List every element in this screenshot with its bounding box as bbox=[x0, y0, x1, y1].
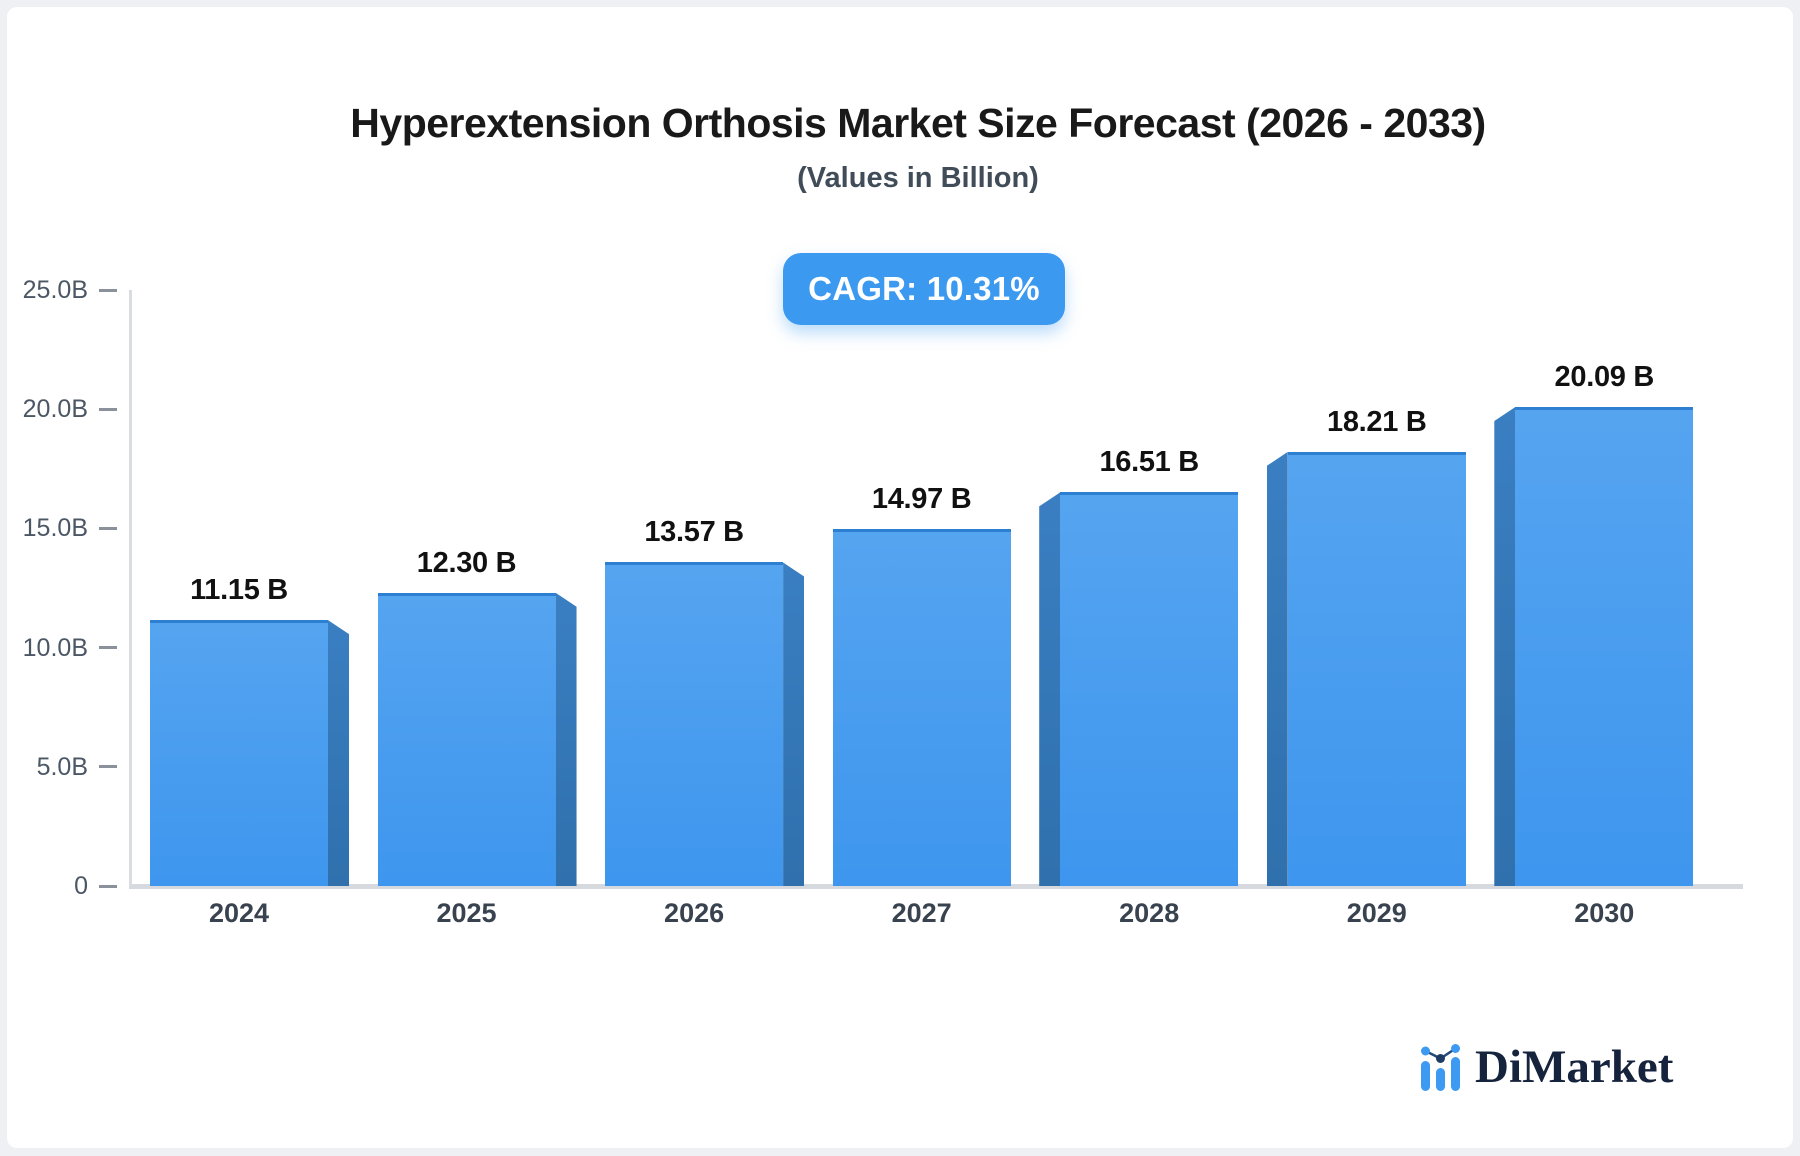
cagr-badge: CAGR: 10.31% bbox=[783, 253, 1065, 325]
chart-title: Hyperextension Orthosis Market Size Fore… bbox=[350, 100, 1486, 146]
bar-2024 bbox=[150, 620, 328, 886]
bar-value-label-2028: 16.51 B bbox=[1099, 446, 1199, 479]
y-axis-line bbox=[129, 290, 132, 886]
y-tick-label: 15.0B bbox=[22, 514, 88, 543]
bar-2028 bbox=[1060, 492, 1239, 886]
bar-2030 bbox=[1515, 407, 1694, 886]
bar-side-2025 bbox=[555, 592, 577, 886]
y-tick-label: 25.0B bbox=[22, 276, 88, 304]
x-tick-label-2029: 2029 bbox=[1346, 898, 1407, 928]
y-tick-label: 5.0B bbox=[36, 752, 88, 781]
y-tick-dash bbox=[99, 884, 117, 888]
bar-value-label-2030: 20.09 B bbox=[1554, 361, 1655, 394]
y-tick-dash bbox=[99, 526, 117, 530]
x-tick-label-2024: 2024 bbox=[208, 898, 270, 928]
bar-2025 bbox=[377, 592, 556, 886]
y-tick-dash bbox=[99, 407, 117, 411]
x-tick-label-2027: 2027 bbox=[891, 898, 952, 928]
y-tick-dash bbox=[99, 646, 117, 650]
bar-value-label-2027: 14.97 B bbox=[871, 483, 972, 516]
y-tick-label: 0 bbox=[74, 872, 88, 900]
x-tick-label-2026: 2026 bbox=[664, 898, 725, 928]
bar-2029 bbox=[1287, 451, 1466, 886]
bar-value-label-2024: 11.15 B bbox=[190, 574, 288, 607]
y-tick-label: 20.0B bbox=[22, 395, 88, 424]
x-tick-label-2028: 2028 bbox=[1119, 898, 1180, 928]
bar-2027 bbox=[832, 529, 1011, 886]
bar-side-2029 bbox=[1266, 451, 1288, 886]
bar-side-2030 bbox=[1494, 407, 1516, 886]
x-tick-label-2030: 2030 bbox=[1574, 898, 1635, 928]
bar-chart-logo-icon bbox=[1421, 1044, 1460, 1091]
dimarket-logo[interactable]: DiMarket bbox=[1420, 1040, 1673, 1092]
x-tick-label-2025: 2025 bbox=[436, 898, 497, 928]
y-tick-dash bbox=[99, 765, 117, 769]
bar-value-label-2029: 18.21 B bbox=[1327, 405, 1427, 438]
chart-subtitle: (Values in Billion) bbox=[797, 162, 1039, 194]
bar-side-2026 bbox=[783, 562, 805, 886]
bar-side-2024 bbox=[328, 620, 349, 886]
x-axis-baseline bbox=[129, 884, 1743, 889]
cagr-badge-label: CAGR: 10.31% bbox=[808, 270, 1040, 307]
y-tick-label: 10.0B bbox=[22, 633, 88, 662]
bar-value-label-2026: 13.57 B bbox=[644, 516, 744, 549]
bar-2026 bbox=[605, 562, 784, 886]
bar-value-label-2025: 12.30 B bbox=[416, 546, 517, 579]
y-tick-dash bbox=[99, 288, 117, 292]
bar-side-2028 bbox=[1039, 492, 1061, 886]
logo-wordmark: DiMarket bbox=[1475, 1040, 1674, 1093]
